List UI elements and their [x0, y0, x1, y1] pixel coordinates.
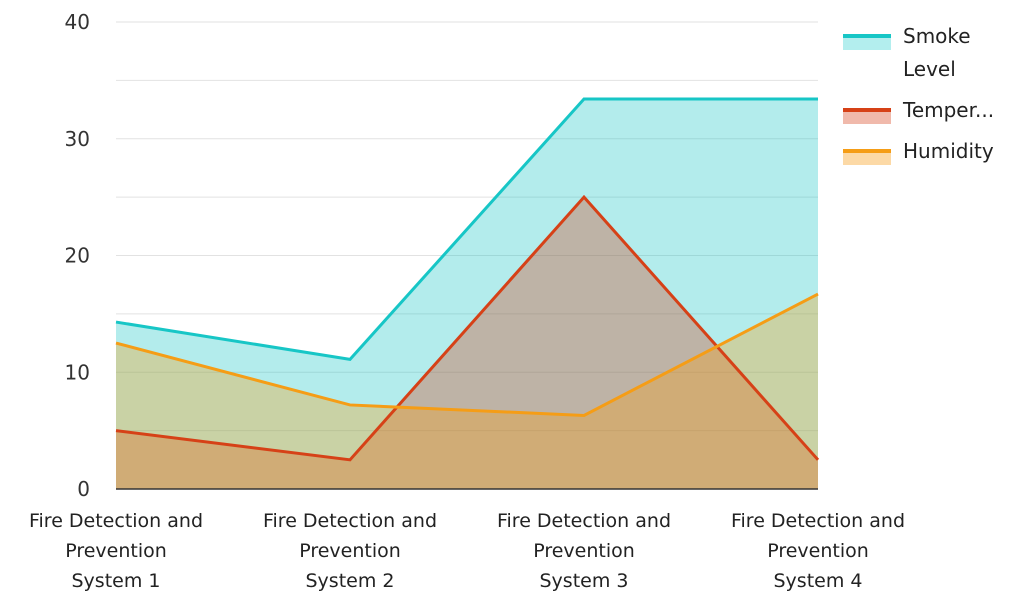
x-tick-label: Fire Detection and: [497, 510, 671, 532]
legend-swatch-fill: [843, 112, 891, 124]
legend-swatch-fill: [843, 38, 891, 50]
legend-label: Level: [903, 57, 956, 81]
grid-lines: [116, 21, 818, 432]
series-line-temper[interactable]: [115, 194, 820, 462]
x-tick-label: Prevention: [533, 540, 635, 562]
area-fill-temper: [116, 197, 818, 489]
area-fill-smoke-level: [116, 99, 818, 490]
legend-label: Smoke: [903, 24, 971, 48]
x-tick-label: Fire Detection and: [731, 510, 905, 532]
data-point-humidity[interactable]: [581, 412, 587, 418]
series-line-smoke-level[interactable]: [115, 97, 818, 362]
x-tick-label: Prevention: [65, 540, 167, 562]
data-point-humidity[interactable]: [347, 402, 353, 408]
x-tick-label: Fire Detection and: [29, 510, 203, 532]
series-lines: [113, 96, 821, 463]
x-tick-label: System 3: [540, 570, 629, 592]
series-areas: [116, 99, 818, 490]
series-line-humidity[interactable]: [115, 292, 819, 417]
legend-label: Humidity: [903, 139, 994, 163]
x-tick-label: System 4: [774, 570, 863, 592]
data-point-smoke-level[interactable]: [347, 356, 353, 362]
legend: Smoke Level Temper... Humidity: [843, 24, 994, 165]
data-point-temper[interactable]: [113, 428, 119, 434]
axes: 0 10 20 30 40 Fire Detection and Prevention Sys…: [29, 10, 905, 592]
legend-item-humidity[interactable]: Humidity: [843, 139, 994, 165]
y-tick-label: 30: [65, 127, 90, 151]
data-point-humidity[interactable]: [113, 340, 119, 346]
y-tick-label: 40: [65, 10, 90, 34]
y-tick-label: 0: [77, 477, 90, 501]
legend-swatch-fill: [843, 153, 891, 165]
data-point-smoke-level[interactable]: [815, 96, 821, 102]
y-tick-label: 20: [65, 244, 90, 268]
x-tick-label: System 2: [306, 570, 395, 592]
y-tick-label: 10: [65, 360, 90, 384]
x-tick-label: Fire Detection and: [263, 510, 437, 532]
legend-swatch-line: [843, 34, 891, 38]
data-point-humidity[interactable]: [815, 291, 821, 297]
x-tick-label: Prevention: [767, 540, 869, 562]
x-tick-label: System 1: [72, 570, 161, 592]
legend-swatch-line: [843, 149, 891, 153]
area-fill-humidity: [116, 294, 818, 489]
legend-label: Temper...: [902, 98, 994, 122]
data-point-temper[interactable]: [581, 194, 587, 200]
data-point-smoke-level[interactable]: [113, 319, 119, 325]
data-point-smoke-level[interactable]: [581, 96, 587, 102]
legend-swatch-line: [843, 108, 891, 112]
legend-item-temper[interactable]: Temper...: [843, 98, 994, 124]
x-tick-label: Prevention: [299, 540, 401, 562]
data-point-temper[interactable]: [347, 457, 353, 463]
data-point-temper[interactable]: [815, 457, 821, 463]
legend-item-smoke-level[interactable]: Smoke Level: [843, 24, 971, 81]
